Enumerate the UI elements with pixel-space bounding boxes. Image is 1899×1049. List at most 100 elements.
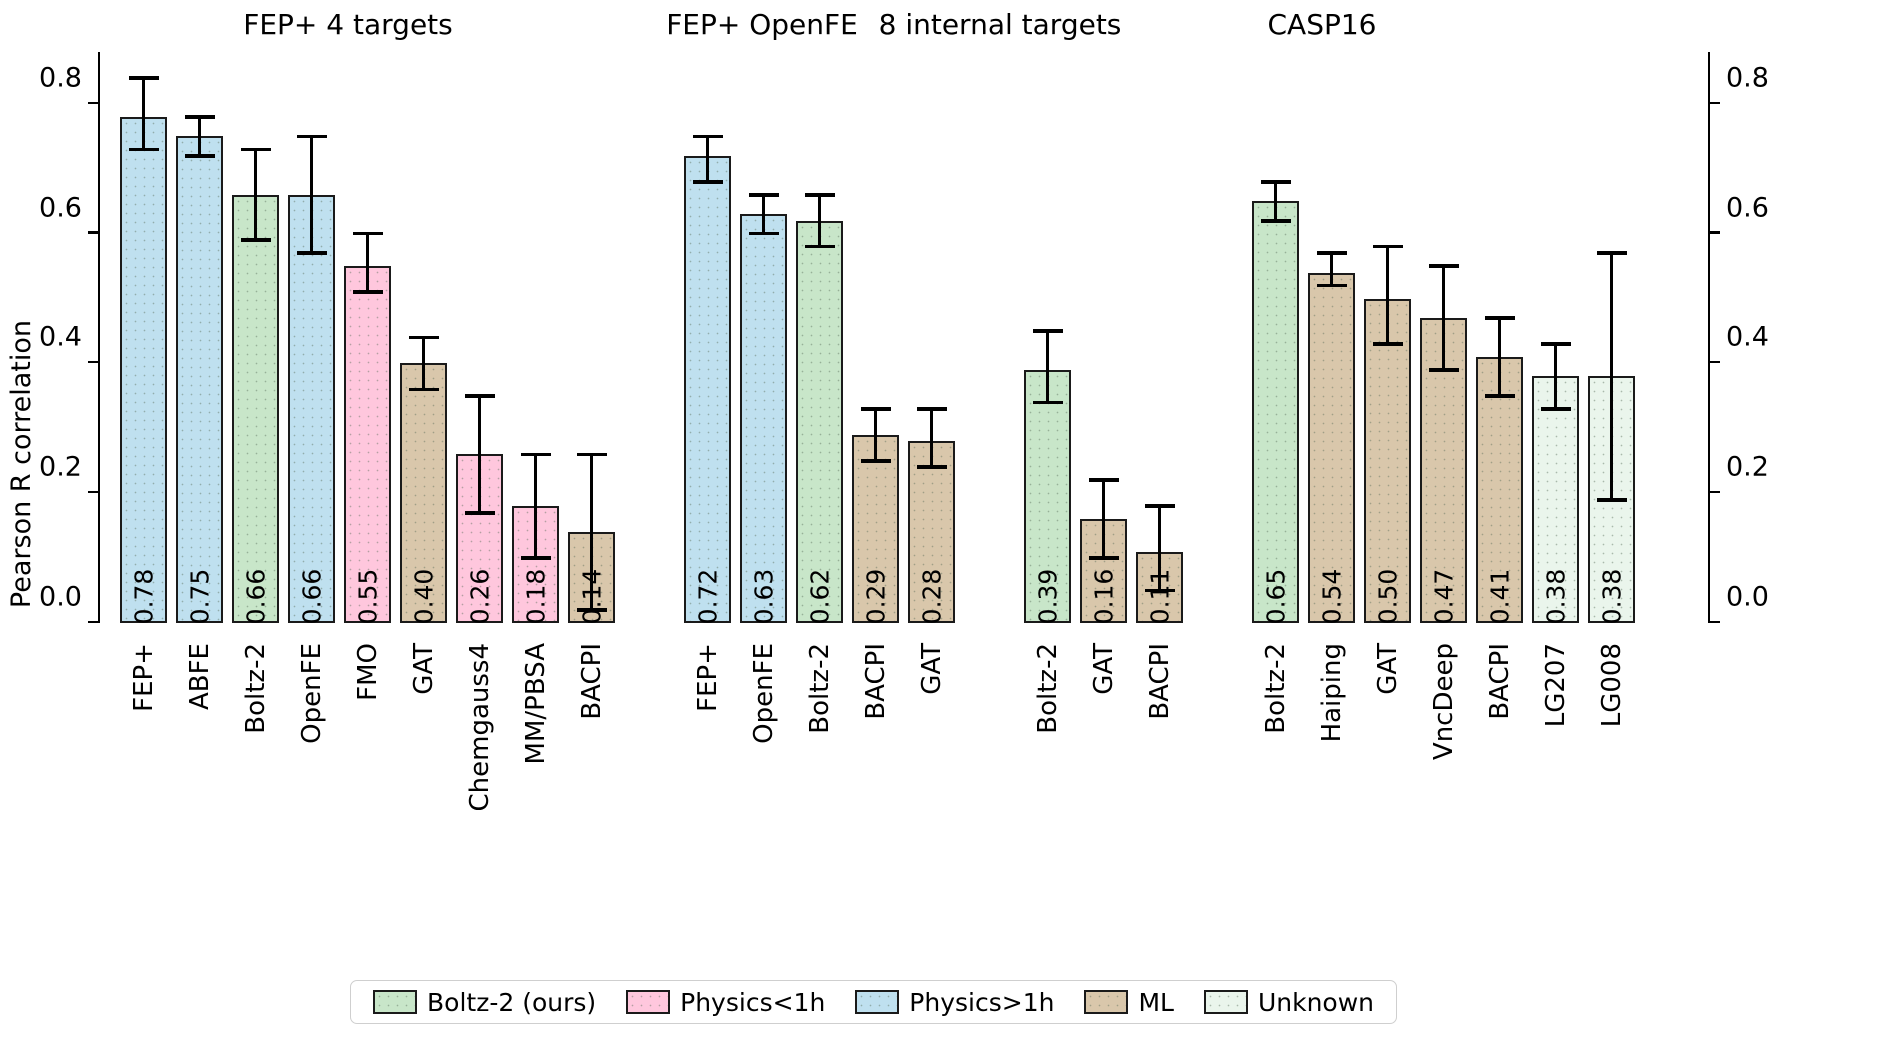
bar-value-label: 0.29 bbox=[861, 568, 891, 625]
bar-value-label-wrap: 0.47 bbox=[1422, 521, 1465, 625]
y-tick-r-3 bbox=[1710, 231, 1720, 234]
bar-boltz-2-g2[interactable]: 0.62 bbox=[796, 220, 843, 625]
error-bar-cap-upper bbox=[692, 134, 723, 139]
error-bar-cap-lower bbox=[804, 244, 835, 249]
bar-value-label-wrap: 0.55 bbox=[346, 521, 389, 625]
bar-boltz-2-g4[interactable]: 0.65 bbox=[1252, 201, 1299, 625]
bar-value-label: 0.65 bbox=[1261, 568, 1291, 625]
bar-openfe-g1[interactable]: 0.66 bbox=[288, 194, 335, 625]
y-tick-label-l-2: 0.4 bbox=[39, 321, 82, 353]
x-tick-label-bacpi-g2: BACPI bbox=[860, 643, 891, 720]
bar-chemgauss4-g1[interactable]: 0.26 bbox=[456, 454, 503, 625]
error-bar-cap-lower bbox=[352, 290, 383, 294]
bar-value-label: 0.47 bbox=[1429, 568, 1459, 625]
error-bar-stem bbox=[1157, 506, 1162, 591]
bar-value-label-wrap: 0.66 bbox=[290, 521, 333, 625]
legend-item-1[interactable]: Physics<1h bbox=[626, 988, 825, 1017]
bar-mm-pbsa-g1[interactable]: 0.18 bbox=[512, 506, 559, 625]
error-bar-cap-upper bbox=[240, 147, 271, 152]
x-tick-label-lg207-g4: LG207 bbox=[1540, 643, 1571, 728]
x-tick-label-bacpi-g4: BACPI bbox=[1484, 643, 1515, 720]
error-bar-cap-upper bbox=[576, 452, 607, 457]
bar-value-label: 0.50 bbox=[1373, 568, 1403, 625]
bar-boltz-2-g3[interactable]: 0.39 bbox=[1024, 369, 1071, 624]
bar-fmo-g1[interactable]: 0.55 bbox=[344, 266, 391, 625]
bar-value-label: 0.54 bbox=[1317, 568, 1347, 625]
y-tick-l-3 bbox=[88, 231, 98, 234]
bar-bacpi-g2[interactable]: 0.29 bbox=[852, 434, 899, 625]
error-bar-stem bbox=[589, 454, 594, 611]
bar-abfe-g1[interactable]: 0.75 bbox=[176, 136, 223, 624]
error-bar-cap-lower bbox=[576, 608, 607, 612]
legend-item-3[interactable]: ML bbox=[1084, 988, 1174, 1017]
error-bar-cap-upper bbox=[1484, 316, 1515, 320]
bar-fep--g1[interactable]: 0.78 bbox=[120, 116, 167, 624]
bar-bacpi-g4[interactable]: 0.41 bbox=[1476, 356, 1523, 624]
x-tick-label-bacpi-g3: BACPI bbox=[1144, 643, 1175, 720]
error-bar-cap-lower bbox=[1316, 283, 1347, 288]
bar-value-label: 0.16 bbox=[1089, 568, 1119, 625]
bar-gat-g2[interactable]: 0.28 bbox=[908, 441, 955, 625]
x-tick-label-abfe-g1: ABFE bbox=[184, 643, 215, 711]
bar-gat-g3[interactable]: 0.16 bbox=[1080, 519, 1127, 625]
y-tick-l-4 bbox=[88, 101, 98, 104]
y-tick-label-r-3: 0.6 bbox=[1726, 192, 1769, 224]
bar-boltz-2-g1[interactable]: 0.66 bbox=[232, 194, 279, 624]
y-tick-label-r-4: 0.8 bbox=[1726, 62, 1769, 94]
y-tick-l-2 bbox=[88, 361, 98, 364]
legend-label: Physics>1h bbox=[909, 987, 1055, 1017]
legend-label: ML bbox=[1138, 987, 1174, 1017]
error-bar-cap-upper bbox=[1596, 251, 1627, 255]
bar-lg008-g4[interactable]: 0.38 bbox=[1588, 376, 1635, 625]
bar-haiping-g4[interactable]: 0.54 bbox=[1308, 272, 1355, 625]
error-bar-cap-lower bbox=[1540, 407, 1571, 411]
y-tick-r-0 bbox=[1710, 620, 1720, 623]
error-bar-cap-lower bbox=[692, 179, 723, 184]
bar-fep--g2[interactable]: 0.72 bbox=[684, 155, 731, 624]
error-bar-cap-lower bbox=[408, 387, 439, 392]
error-bar-cap-upper bbox=[860, 407, 891, 411]
error-bar-stem bbox=[1385, 246, 1390, 344]
error-bar-stem bbox=[1101, 480, 1106, 559]
bar-value-label-wrap: 0.26 bbox=[458, 521, 501, 625]
bar-value-label-wrap: 0.63 bbox=[742, 521, 785, 625]
legend-item-2[interactable]: Physics>1h bbox=[855, 988, 1054, 1017]
group-title-4: CASP16 bbox=[1267, 8, 1377, 41]
x-tick-label-gat-g2: GAT bbox=[916, 643, 947, 695]
error-bar-cap-upper bbox=[1032, 329, 1063, 333]
bar-value-label: 0.40 bbox=[409, 568, 439, 625]
y-tick-r-1 bbox=[1710, 490, 1720, 494]
bar-gat-g4[interactable]: 0.50 bbox=[1364, 298, 1411, 625]
y-tick-label-l-4: 0.8 bbox=[39, 62, 82, 94]
x-tick-label-gat-g4: GAT bbox=[1372, 643, 1403, 695]
bar-value-label-wrap: 0.38 bbox=[1590, 521, 1633, 625]
error-bar-cap-lower bbox=[860, 459, 891, 463]
legend-label: Boltz-2 (ours) bbox=[427, 987, 597, 1017]
bar-value-label: 0.62 bbox=[805, 568, 835, 625]
bar-value-label: 0.63 bbox=[749, 568, 779, 625]
error-bar-cap-lower bbox=[296, 251, 327, 255]
bar-gat-g1[interactable]: 0.40 bbox=[400, 363, 447, 625]
error-bar-cap-upper bbox=[748, 192, 779, 197]
error-bar-stem bbox=[873, 408, 878, 461]
legend-item-4[interactable]: Unknown bbox=[1203, 988, 1374, 1017]
error-bar-stem bbox=[1497, 318, 1502, 396]
error-bar-stem bbox=[929, 408, 934, 468]
error-bar-cap-upper bbox=[408, 335, 439, 340]
x-tick-label-gat-g1: GAT bbox=[408, 643, 439, 695]
legend-item-0[interactable]: Boltz-2 (ours) bbox=[373, 988, 596, 1017]
bar-value-label: 0.18 bbox=[521, 568, 551, 625]
bar-lg207-g4[interactable]: 0.38 bbox=[1532, 376, 1579, 624]
bar-openfe-g2[interactable]: 0.63 bbox=[740, 214, 787, 625]
bar-value-label-wrap: 0.50 bbox=[1366, 521, 1409, 625]
x-tick-label-lg008-g4: LG008 bbox=[1596, 643, 1627, 728]
x-tick-label-boltz-2-g3: Boltz-2 bbox=[1032, 643, 1063, 734]
legend: Boltz-2 (ours) Physics<1h Physics>1h ML Unkn… bbox=[350, 980, 1398, 1024]
error-bar-cap-lower bbox=[1596, 497, 1627, 502]
y-tick-l-0 bbox=[88, 620, 98, 623]
error-bar-stem bbox=[1609, 253, 1614, 500]
error-bar-cap-upper bbox=[804, 192, 835, 197]
bar-value-label: 0.28 bbox=[917, 568, 947, 625]
error-bar-cap-upper bbox=[128, 76, 159, 80]
